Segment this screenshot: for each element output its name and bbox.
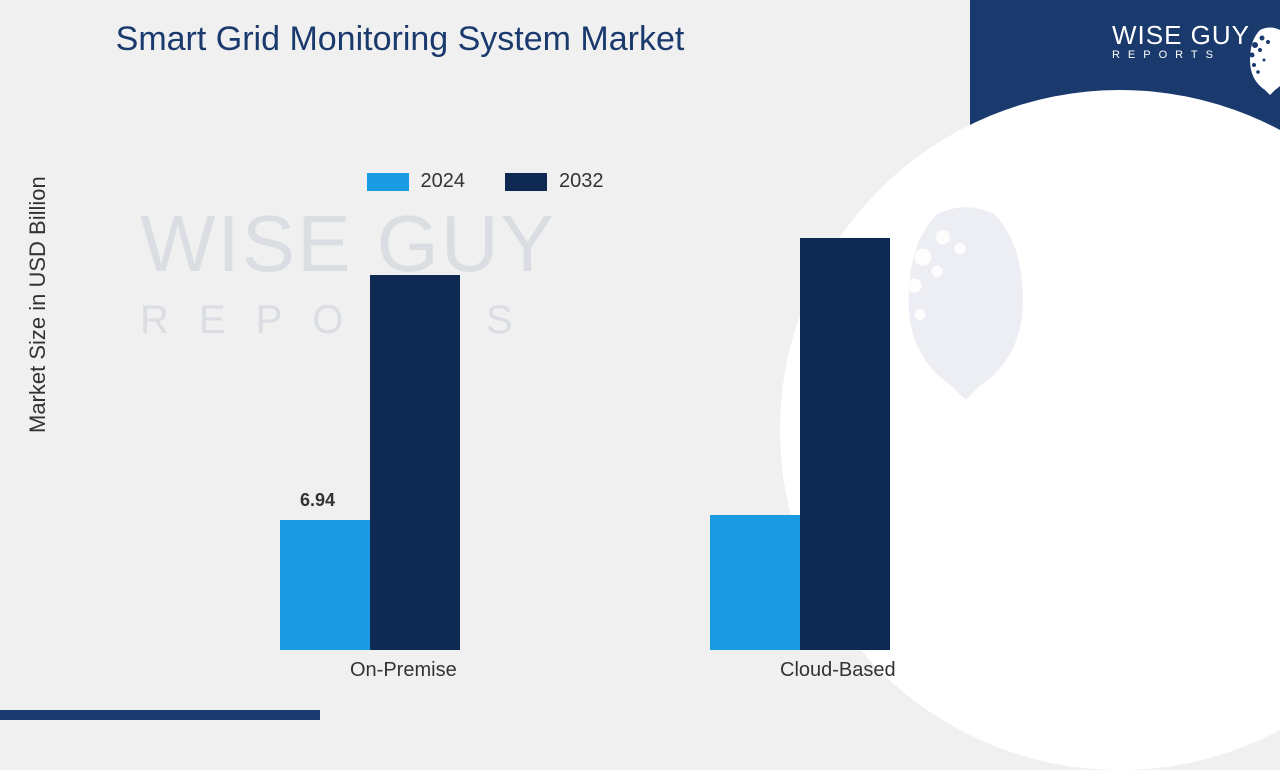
x-axis-label: Cloud-Based	[780, 659, 896, 682]
legend-swatch-2032	[505, 173, 547, 191]
y-axis-label: Market Size in USD Billion	[25, 176, 51, 433]
logo: WISE GUY REPORTS	[1112, 20, 1250, 61]
chart-title: Smart Grid Monitoring System Market	[0, 20, 800, 59]
legend-item-2032: 2032	[505, 170, 604, 193]
bar-2032	[370, 275, 460, 650]
legend-swatch-2024	[367, 173, 409, 191]
logo-main-text: WISE GUY	[1112, 20, 1250, 51]
legend-label-2024: 2024	[421, 170, 466, 193]
legend: 2024 2032	[0, 170, 970, 193]
bar-group: 6.94On-Premise	[280, 275, 460, 650]
bar-value-label: 6.94	[300, 490, 335, 511]
legend-item-2024: 2024	[367, 170, 466, 193]
chart-plot-area: 6.94On-Premise Cloud-Based	[100, 200, 970, 650]
bar-2032	[800, 238, 890, 651]
bottom-accent-bar	[0, 710, 320, 720]
legend-label-2032: 2032	[559, 170, 604, 193]
bar-2024	[710, 515, 800, 650]
bar-group: Cloud-Based	[710, 238, 890, 651]
x-axis-label: On-Premise	[350, 659, 457, 682]
logo-head-icon	[1240, 20, 1280, 100]
bar-2024: 6.94	[280, 520, 370, 650]
